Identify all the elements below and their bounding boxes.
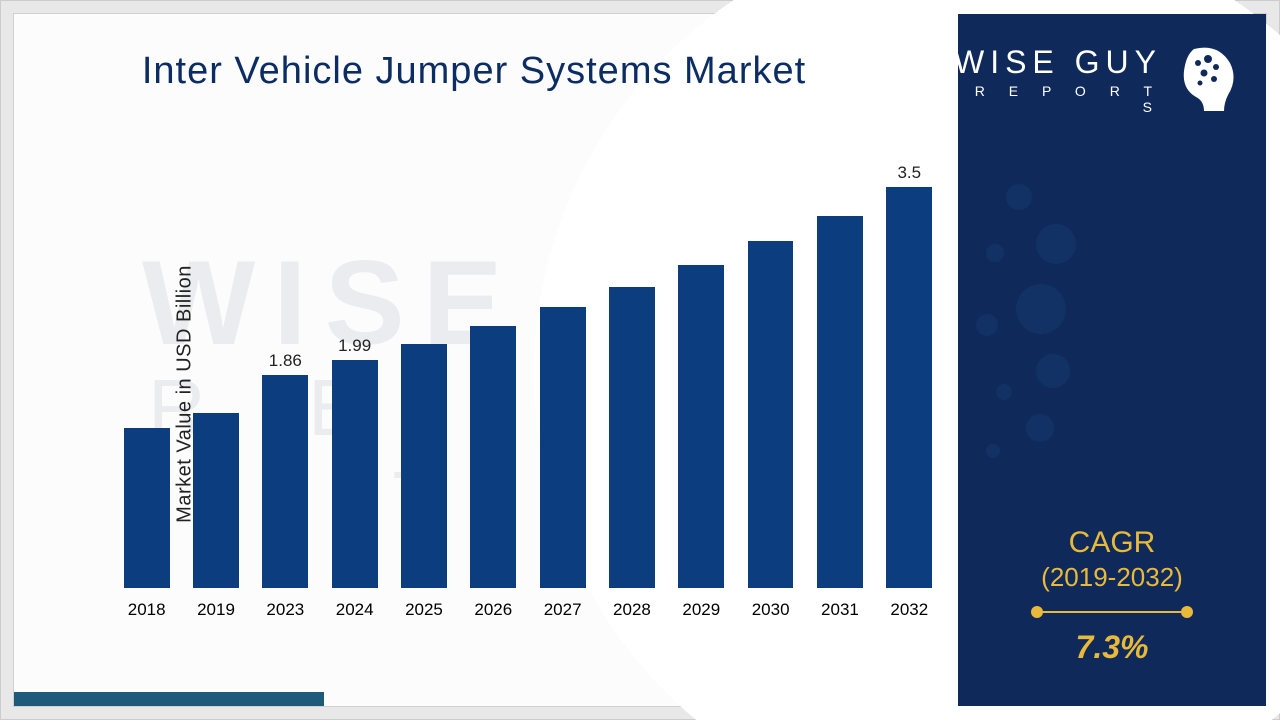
bar [470,326,516,588]
bar [540,307,586,588]
chart-title: Inter Vehicle Jumper Systems Market [14,50,934,93]
x-tick-label: 2029 [667,594,736,624]
bar [886,187,932,588]
x-tick-label: 2018 [112,594,181,624]
bar-value-label: 1.99 [338,336,371,356]
bar-column [805,164,874,588]
brand-logo-line2: R E P O R T S [954,83,1162,115]
x-tick-label: 2030 [736,594,805,624]
bar [193,413,239,588]
bar-column: 3.5 [875,164,944,588]
x-tick-label: 2025 [389,594,458,624]
bar-column [112,164,181,588]
bar-column [736,164,805,588]
x-tick-label: 2024 [320,594,389,624]
main-panel: WISE GUY R E P O R T S WISE GUY R E P O … [13,13,1267,707]
bar-column [597,164,666,588]
bar-column [459,164,528,588]
brain-head-icon [1174,45,1238,115]
cagr-range: (2019-2032) [958,562,1266,593]
cagr-divider [1037,611,1187,613]
bar-column: 1.86 [251,164,320,588]
bar-value-label: 1.86 [269,351,302,371]
bar-column [389,164,458,588]
bars-container: 1.86 1.99 3.5 [112,164,944,588]
bar-column [528,164,597,588]
bar [124,428,170,588]
brand-logo-text: WISE GUY R E P O R T S [954,44,1162,115]
x-tick-label: 2026 [459,594,528,624]
x-axis-labels: 2018201920232024202520262027202820292030… [112,594,944,624]
bar [609,287,655,588]
bar-value-label: 3.5 [897,163,921,183]
bar [332,360,378,588]
bar [817,216,863,588]
bar [678,265,724,588]
brand-logo-line1: WISE GUY [954,44,1162,81]
chart-area: Market Value in USD Billion 1.861.993.5 … [64,164,944,624]
bar [748,241,794,588]
x-tick-label: 2023 [251,594,320,624]
x-tick-label: 2027 [528,594,597,624]
cagr-value: 7.3% [958,629,1266,666]
cagr-block: CAGR (2019-2032) 7.3% [958,526,1266,666]
bar-column: 1.99 [320,164,389,588]
bar-column [667,164,736,588]
x-tick-label: 2032 [875,594,944,624]
cagr-title: CAGR [958,526,1266,560]
x-tick-label: 2031 [805,594,874,624]
page-root: WISE GUY R E P O R T S WISE GUY R E P O … [0,0,1280,720]
bar [262,375,308,588]
x-tick-label: 2019 [181,594,250,624]
x-tick-label: 2028 [597,594,666,624]
bar-column [181,164,250,588]
bottom-accent-strip [14,692,324,706]
bar [401,344,447,588]
brand-logo: WISE GUY R E P O R T S [978,44,1238,115]
plot-region: 1.86 1.99 3.5 [112,164,944,588]
